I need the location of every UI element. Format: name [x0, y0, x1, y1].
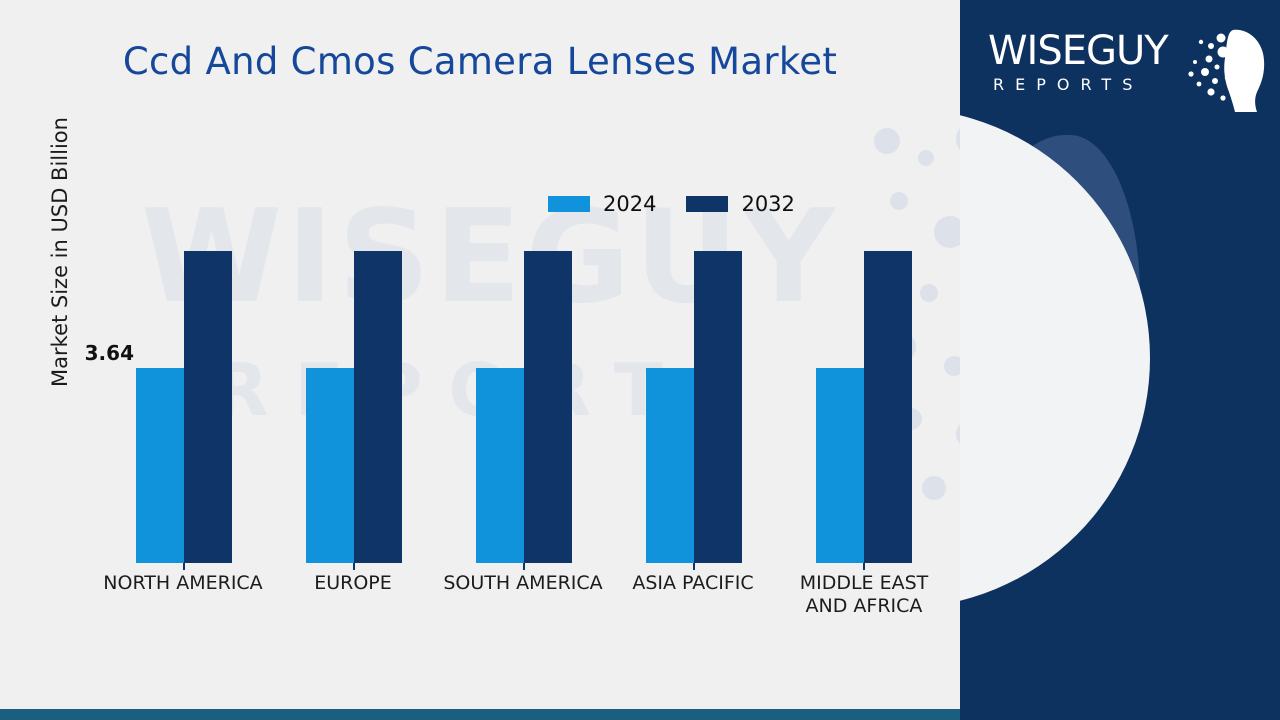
- bar-group-north-america: 3.64: [85, 240, 232, 570]
- bar-2032-europe[interactable]: [354, 251, 402, 563]
- logo-secondary-text: REPORTS: [993, 75, 1144, 94]
- legend-label-2024: 2024: [603, 192, 657, 216]
- chart-legend: 2024 2032: [548, 192, 795, 216]
- bar-2024-asia-pacific[interactable]: [646, 368, 694, 563]
- bar-group-europe: [306, 240, 402, 570]
- legend-swatch-2032: [686, 196, 729, 212]
- bar-2024-middle-east-and-africa[interactable]: [816, 368, 864, 563]
- logo-primary-text: WISEGUY: [988, 28, 1169, 74]
- axis-tick: [523, 563, 525, 570]
- bottom-accent-bar: [0, 709, 960, 720]
- logo[interactable]: WISEGUY REPORTS: [983, 28, 1273, 120]
- y-axis-label: Market Size in USD Billion: [48, 117, 72, 387]
- legend-item-2032[interactable]: 2032: [686, 192, 795, 216]
- legend-swatch-2024: [548, 196, 590, 212]
- category-label-middle-east-and-africa: MIDDLE EAST AND AFRICA: [799, 572, 929, 617]
- bar-2024-europe[interactable]: [306, 368, 354, 563]
- bar-2024-south-america[interactable]: [476, 368, 524, 563]
- bar-group-south-america: [476, 240, 572, 570]
- bar-2024-north-america[interactable]: 3.64: [85, 341, 184, 563]
- axis-tick: [353, 563, 355, 570]
- bar-2032-asia-pacific[interactable]: [694, 251, 742, 563]
- axis-tick: [183, 563, 185, 570]
- bar-group-middle-east-and-africa: [816, 240, 912, 570]
- axis-tick: [863, 563, 865, 570]
- bar-group-asia-pacific: [646, 240, 742, 570]
- category-label-north-america: NORTH AMERICA: [103, 572, 263, 594]
- category-label-europe: EUROPE: [314, 572, 392, 594]
- bar-2032-middle-east-and-africa[interactable]: [864, 251, 912, 563]
- legend-label-2032: 2032: [741, 192, 795, 216]
- bar-2032-north-america[interactable]: [184, 251, 232, 563]
- panel-circle-decoration: [960, 108, 1150, 608]
- dotted-head-profile-icon: [1188, 29, 1265, 112]
- bar-value-label: 3.64: [84, 341, 134, 365]
- brand-panel: [960, 0, 1280, 720]
- bar-chart: Market Size in USD Billion 2024 2032 3.6…: [48, 117, 929, 617]
- plot-area: 3.64: [85, 240, 920, 570]
- axis-tick: [693, 563, 695, 570]
- page-title: Ccd And Cmos Camera Lenses Market: [122, 40, 838, 83]
- legend-item-2024[interactable]: 2024: [548, 192, 656, 216]
- category-label-south-america: SOUTH AMERICA: [443, 572, 603, 594]
- bar-2032-south-america[interactable]: [524, 251, 572, 563]
- category-label-asia-pacific: ASIA PACIFIC: [632, 572, 754, 594]
